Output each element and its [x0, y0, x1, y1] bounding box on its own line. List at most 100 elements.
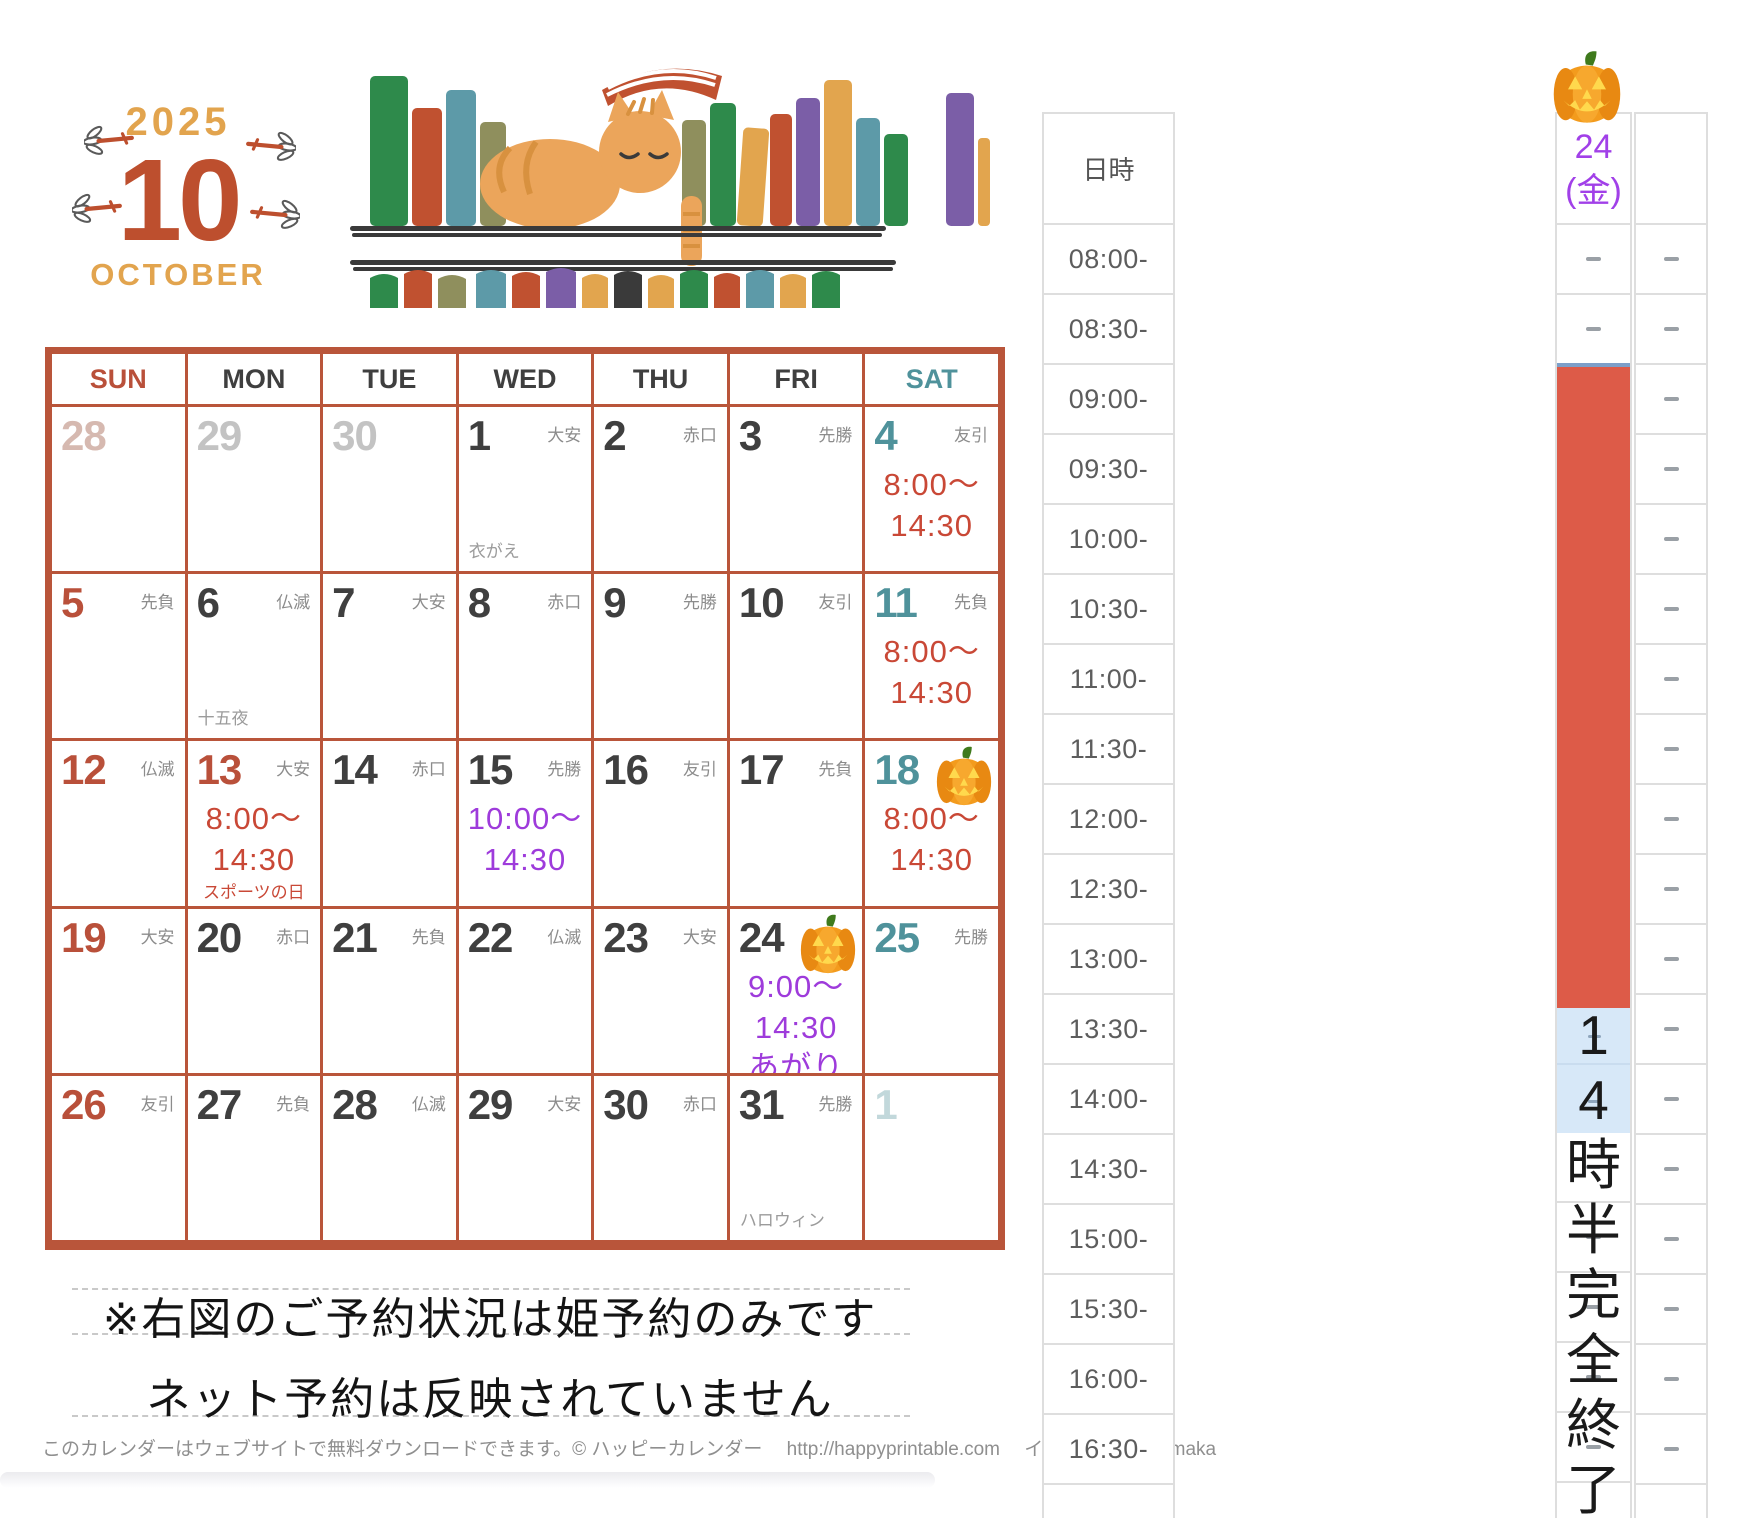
- calendar-cell-28: 28 仏滅: [323, 1075, 456, 1240]
- calendar-cell-31: 31 先勝 ハロウィン: [729, 1075, 863, 1240]
- next-day-slot[interactable]: [1636, 1065, 1706, 1135]
- closing-annotation-char: 全: [1565, 1329, 1621, 1391]
- next-day-slot[interactable]: [1636, 995, 1706, 1065]
- day-number: 16: [603, 746, 649, 794]
- day-number: 28: [332, 1080, 378, 1128]
- closing-annotation-char: 半: [1565, 1199, 1621, 1261]
- day-slot-unavailable[interactable]: [1557, 1343, 1630, 1413]
- time-row-1100: 11:00-: [1044, 645, 1173, 715]
- empty-slot-dash: [1586, 257, 1601, 261]
- pumpkin-icon: [933, 744, 995, 808]
- reservation-times: 8:00〜 14:30: [883, 801, 980, 878]
- next-day-slot[interactable]: [1636, 925, 1706, 995]
- empty-slot-dash: [1663, 887, 1679, 891]
- next-day-slot[interactable]: [1636, 1135, 1706, 1205]
- calendar-month-number: 10: [117, 135, 242, 265]
- next-day-slot[interactable]: [1636, 225, 1706, 295]
- time-row-1200: 12:00-: [1044, 785, 1173, 855]
- dashed-rule: [72, 1288, 910, 1290]
- calendar-cell-30: 30 赤口: [594, 1075, 727, 1240]
- next-day-slot[interactable]: [1636, 575, 1706, 645]
- calendar-cell-9: 9 先勝: [594, 574, 727, 739]
- next-day-slot[interactable]: [1636, 785, 1706, 855]
- day-slot-unavailable[interactable]: [1557, 1203, 1630, 1273]
- day-slot-unavailable[interactable]: [1557, 295, 1630, 365]
- next-day-slot[interactable]: [1636, 645, 1706, 715]
- day-number: 27: [196, 1080, 243, 1128]
- day-number: 19: [61, 913, 107, 961]
- calendar-cell-2: 2 赤口: [594, 407, 727, 572]
- day-slot-unavailable[interactable]: [1557, 1413, 1630, 1483]
- rokuyo-label: 友引: [818, 593, 853, 613]
- day-header-sun: SUN: [52, 354, 185, 404]
- next-day-slot[interactable]: [1636, 505, 1706, 575]
- day-number: 13: [196, 746, 243, 794]
- day-number: 26: [61, 1080, 107, 1128]
- dragonfly-icon: [246, 131, 296, 161]
- time-row-0800: 08:00-: [1044, 225, 1173, 295]
- day-slot-unavailable[interactable]: [1557, 1273, 1630, 1343]
- next-day-slot[interactable]: [1636, 855, 1706, 925]
- dragonfly-icon: [250, 199, 300, 229]
- day-number: 2: [603, 412, 626, 459]
- schedule-day-header: 24 (金): [1557, 114, 1630, 225]
- day-number: 30: [332, 412, 378, 459]
- dashed-rule: [72, 1333, 910, 1335]
- day-slot-unavailable[interactable]: [1557, 1133, 1630, 1203]
- day-number: 8: [467, 579, 491, 627]
- day-header-weekday: (金): [1565, 171, 1622, 210]
- next-day-slot[interactable]: [1636, 435, 1706, 505]
- day-header-date: 24: [1574, 127, 1613, 166]
- closing-annotation-char: 時: [1565, 1134, 1621, 1196]
- time-row-1630: 16:30-: [1044, 1415, 1173, 1485]
- time-row-0930: 09:30-: [1044, 435, 1173, 505]
- rokuyo-label: 赤口: [682, 426, 717, 445]
- schedule-datetime-header: 日時: [1044, 114, 1173, 225]
- day-number: 18: [874, 746, 920, 794]
- day-number: 24: [738, 913, 785, 961]
- empty-slot-dash: [1586, 1375, 1601, 1379]
- time-row-1300: 13:00-: [1044, 925, 1173, 995]
- closing-block[interactable]: [1557, 1008, 1630, 1133]
- schedule-next-column: [1634, 112, 1708, 1518]
- time-label: 15:30-: [1068, 1293, 1149, 1324]
- closing-annotation-char: 了: [1565, 1459, 1621, 1518]
- schedule-next-header: [1636, 114, 1706, 225]
- day-slot-unavailable[interactable]: [1557, 225, 1630, 295]
- seasonal-note: 衣がえ: [468, 542, 520, 562]
- empty-slot-dash: [1663, 397, 1679, 401]
- day-header-thu: THU: [594, 354, 727, 404]
- next-day-slot[interactable]: [1636, 715, 1706, 785]
- calendar-cell-4: 4 友引 8:00〜 14:30: [865, 407, 998, 572]
- next-day-slot[interactable]: [1636, 295, 1706, 365]
- time-row-1230: 12:30-: [1044, 855, 1173, 925]
- next-day-slot[interactable]: [1636, 1205, 1706, 1275]
- time-label: 11:00-: [1069, 663, 1148, 694]
- empty-slot-dash: [1663, 1237, 1679, 1241]
- calendar-cell-23: 23 大安: [594, 908, 727, 1073]
- rokuyo-label: 先負: [140, 593, 175, 613]
- bookshelf-cat-illustration: [350, 68, 990, 308]
- calendar-cell-19: 19 大安: [52, 908, 185, 1073]
- calendar-year: 2025: [125, 100, 231, 144]
- calendar-cell-5: 5 先負: [52, 574, 185, 739]
- rokuyo-label: 友引: [953, 426, 988, 445]
- next-day-slot[interactable]: [1636, 1415, 1706, 1485]
- closing-annotation-char: 完: [1565, 1264, 1621, 1326]
- next-day-slot[interactable]: [1636, 1275, 1706, 1345]
- calendar-cell-25: 25 先勝: [865, 908, 998, 1073]
- next-day-slot[interactable]: [1636, 365, 1706, 435]
- next-day-slot[interactable]: [1636, 1345, 1706, 1415]
- day-number: 30: [603, 1080, 649, 1128]
- calendar-cell-30: 30: [323, 407, 456, 572]
- dragonfly-icon: [72, 193, 122, 223]
- rokuyo-label: 大安: [140, 927, 175, 947]
- day-number: 7: [332, 579, 355, 627]
- calendar-title-block: 2025 10 OCTOBER: [64, 100, 292, 293]
- booked-block[interactable]: [1557, 363, 1630, 1008]
- day-number: 23: [603, 913, 649, 961]
- day-number: 28: [61, 412, 107, 459]
- rokuyo-label: 赤口: [682, 1094, 717, 1114]
- day-number: 22: [467, 913, 514, 961]
